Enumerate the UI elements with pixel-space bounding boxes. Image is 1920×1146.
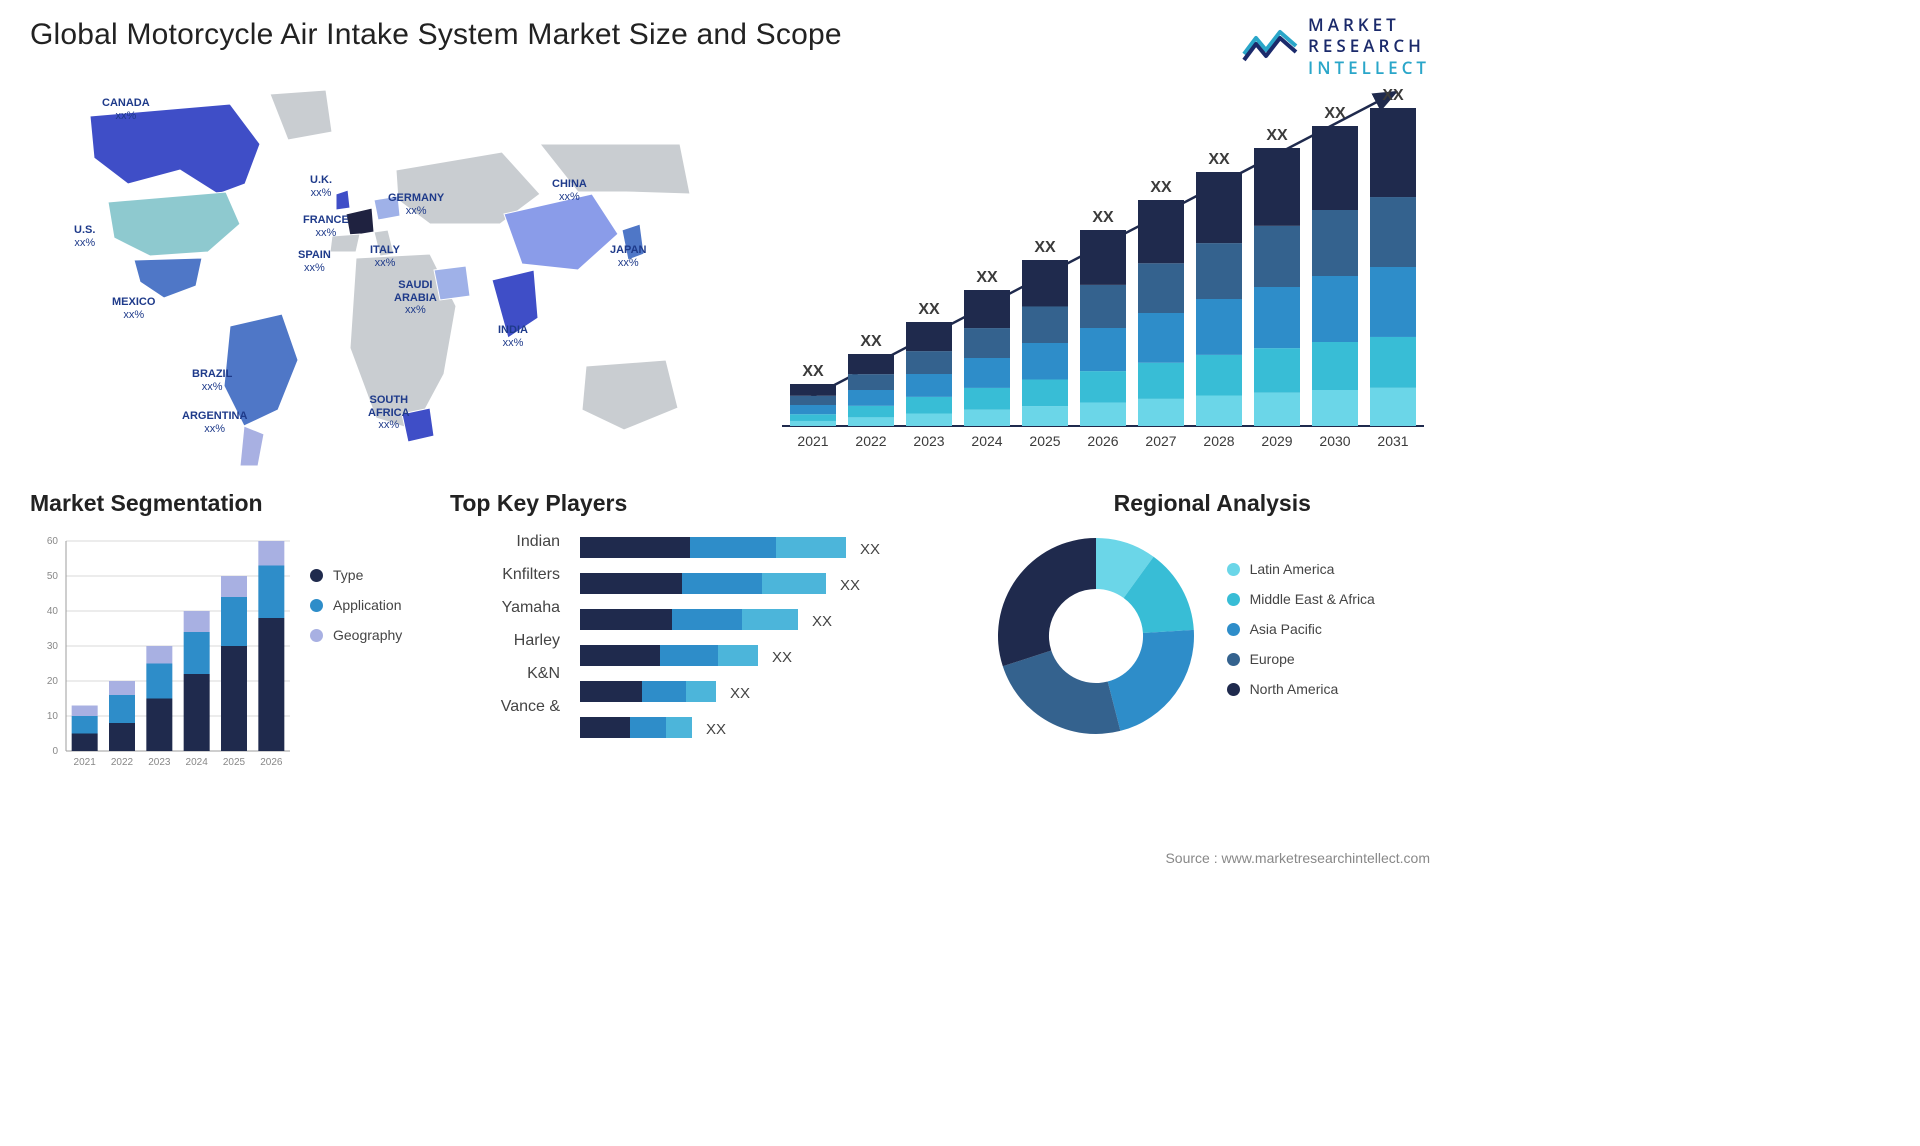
player-label: Yamaha bbox=[450, 599, 560, 617]
svg-text:2022: 2022 bbox=[855, 433, 886, 449]
svg-text:2027: 2027 bbox=[1145, 433, 1176, 449]
svg-text:XX: XX bbox=[1266, 127, 1288, 144]
regional-title: Regional Analysis bbox=[991, 490, 1434, 517]
players-panel: Top Key Players Indian Knfilters Yamaha Har… bbox=[450, 490, 971, 791]
svg-text:XX: XX bbox=[1150, 179, 1172, 196]
svg-text:2024: 2024 bbox=[971, 433, 1002, 449]
player-label: Knfilters bbox=[450, 566, 560, 584]
svg-text:2031: 2031 bbox=[1377, 433, 1408, 449]
map-label-india: INDIAxx% bbox=[498, 324, 528, 349]
regional-legend-item: Middle East & Africa bbox=[1227, 591, 1375, 607]
player-label: Harley bbox=[450, 632, 560, 650]
svg-text:0: 0 bbox=[52, 746, 58, 757]
map-label-uk: U.K.xx% bbox=[310, 174, 332, 199]
svg-text:2026: 2026 bbox=[1087, 433, 1118, 449]
source-text: Source : www.marketresearchintellect.com bbox=[1165, 850, 1430, 866]
segmentation-panel: Market Segmentation 0 10 20 30 40 50 60 2021 202… bbox=[30, 490, 430, 791]
map-label-canada: CANADAxx% bbox=[102, 97, 150, 122]
svg-text:XX: XX bbox=[1208, 151, 1230, 168]
svg-text:2028: 2028 bbox=[1203, 433, 1234, 449]
map-label-france: FRANCExx% bbox=[303, 214, 349, 239]
segmentation-title: Market Segmentation bbox=[30, 490, 430, 517]
svg-text:2022: 2022 bbox=[111, 757, 134, 768]
regional-legend-item: Latin America bbox=[1227, 561, 1375, 577]
svg-text:2023: 2023 bbox=[913, 433, 944, 449]
seg-legend-item: Application bbox=[310, 597, 402, 613]
svg-text:40: 40 bbox=[47, 606, 59, 617]
map-label-safrica: SOUTHAFRICAxx% bbox=[368, 394, 410, 432]
svg-text:50: 50 bbox=[47, 571, 59, 582]
map-label-spain: SPAINxx% bbox=[298, 249, 331, 274]
regional-legend: Latin America Middle East & Africa Asia Pa… bbox=[1227, 561, 1375, 711]
regional-legend-item: North America bbox=[1227, 681, 1375, 697]
svg-text:XX: XX bbox=[706, 721, 726, 738]
regional-donut bbox=[991, 531, 1201, 741]
player-label: Vance & bbox=[450, 698, 560, 716]
map-label-brazil: BRAZILxx% bbox=[192, 368, 232, 393]
map-region: CANADAxx% U.S.xx% MEXICOxx% BRAZILxx% ARGENT… bbox=[30, 74, 720, 474]
page-title: Global Motorcycle Air Intake System Mark… bbox=[30, 18, 1434, 52]
svg-text:2025: 2025 bbox=[223, 757, 246, 768]
forecast-bar-chart: XX 2021 XX 2022 XX 2023 XX 2024 XX 2025 XX 2026 XX 20… bbox=[760, 74, 1434, 474]
svg-text:2024: 2024 bbox=[186, 757, 209, 768]
svg-text:XX: XX bbox=[772, 649, 792, 666]
logo-text-1: MARKET bbox=[1308, 14, 1430, 35]
map-label-china: CHINAxx% bbox=[552, 178, 587, 203]
svg-text:2023: 2023 bbox=[148, 757, 171, 768]
svg-text:XX: XX bbox=[1092, 209, 1114, 226]
svg-text:2030: 2030 bbox=[1319, 433, 1350, 449]
svg-text:30: 30 bbox=[47, 641, 59, 652]
map-label-germany: GERMANYxx% bbox=[388, 192, 444, 217]
svg-text:XX: XX bbox=[1324, 105, 1346, 122]
svg-text:20: 20 bbox=[47, 676, 59, 687]
svg-text:XX: XX bbox=[802, 363, 824, 380]
map-label-argentina: ARGENTINAxx% bbox=[182, 410, 247, 435]
regional-panel: Regional Analysis Latin America Middle Ea… bbox=[991, 490, 1434, 791]
map-label-japan: JAPANxx% bbox=[610, 244, 646, 269]
svg-text:XX: XX bbox=[860, 333, 882, 350]
svg-text:XX: XX bbox=[918, 301, 940, 318]
svg-text:XX: XX bbox=[812, 613, 832, 630]
logo-mark-icon bbox=[1242, 24, 1298, 67]
svg-text:10: 10 bbox=[47, 711, 59, 722]
player-label: K&N bbox=[450, 665, 560, 683]
seg-legend-item: Geography bbox=[310, 627, 402, 643]
svg-text:XX: XX bbox=[1034, 239, 1056, 256]
svg-text:XX: XX bbox=[1382, 87, 1404, 104]
map-label-saudi: SAUDIARABIAxx% bbox=[394, 279, 437, 317]
logo-text-2: RESEARCH bbox=[1308, 35, 1430, 56]
regional-legend-item: Europe bbox=[1227, 651, 1375, 667]
player-label: Indian bbox=[450, 533, 560, 551]
regional-legend-item: Asia Pacific bbox=[1227, 621, 1375, 637]
brand-logo: MARKET RESEARCH INTELLECT bbox=[1242, 14, 1430, 78]
players-title: Top Key Players bbox=[450, 490, 971, 517]
map-label-italy: ITALYxx% bbox=[370, 244, 400, 269]
svg-text:2021: 2021 bbox=[797, 433, 828, 449]
svg-text:2026: 2026 bbox=[260, 757, 283, 768]
svg-text:XX: XX bbox=[860, 541, 880, 558]
map-label-us: U.S.xx% bbox=[74, 224, 95, 249]
svg-text:60: 60 bbox=[47, 536, 59, 547]
seg-legend-item: Type bbox=[310, 567, 402, 583]
segmentation-legend: Type Application Geography bbox=[310, 567, 402, 657]
svg-text:XX: XX bbox=[840, 577, 860, 594]
svg-text:XX: XX bbox=[976, 269, 998, 286]
players-labels: Indian Knfilters Yamaha Harley K&N Vance & bbox=[450, 531, 560, 776]
svg-text:2029: 2029 bbox=[1261, 433, 1292, 449]
svg-text:2021: 2021 bbox=[74, 757, 97, 768]
map-label-mexico: MEXICOxx% bbox=[112, 296, 155, 321]
svg-text:XX: XX bbox=[730, 685, 750, 702]
svg-text:2025: 2025 bbox=[1029, 433, 1060, 449]
